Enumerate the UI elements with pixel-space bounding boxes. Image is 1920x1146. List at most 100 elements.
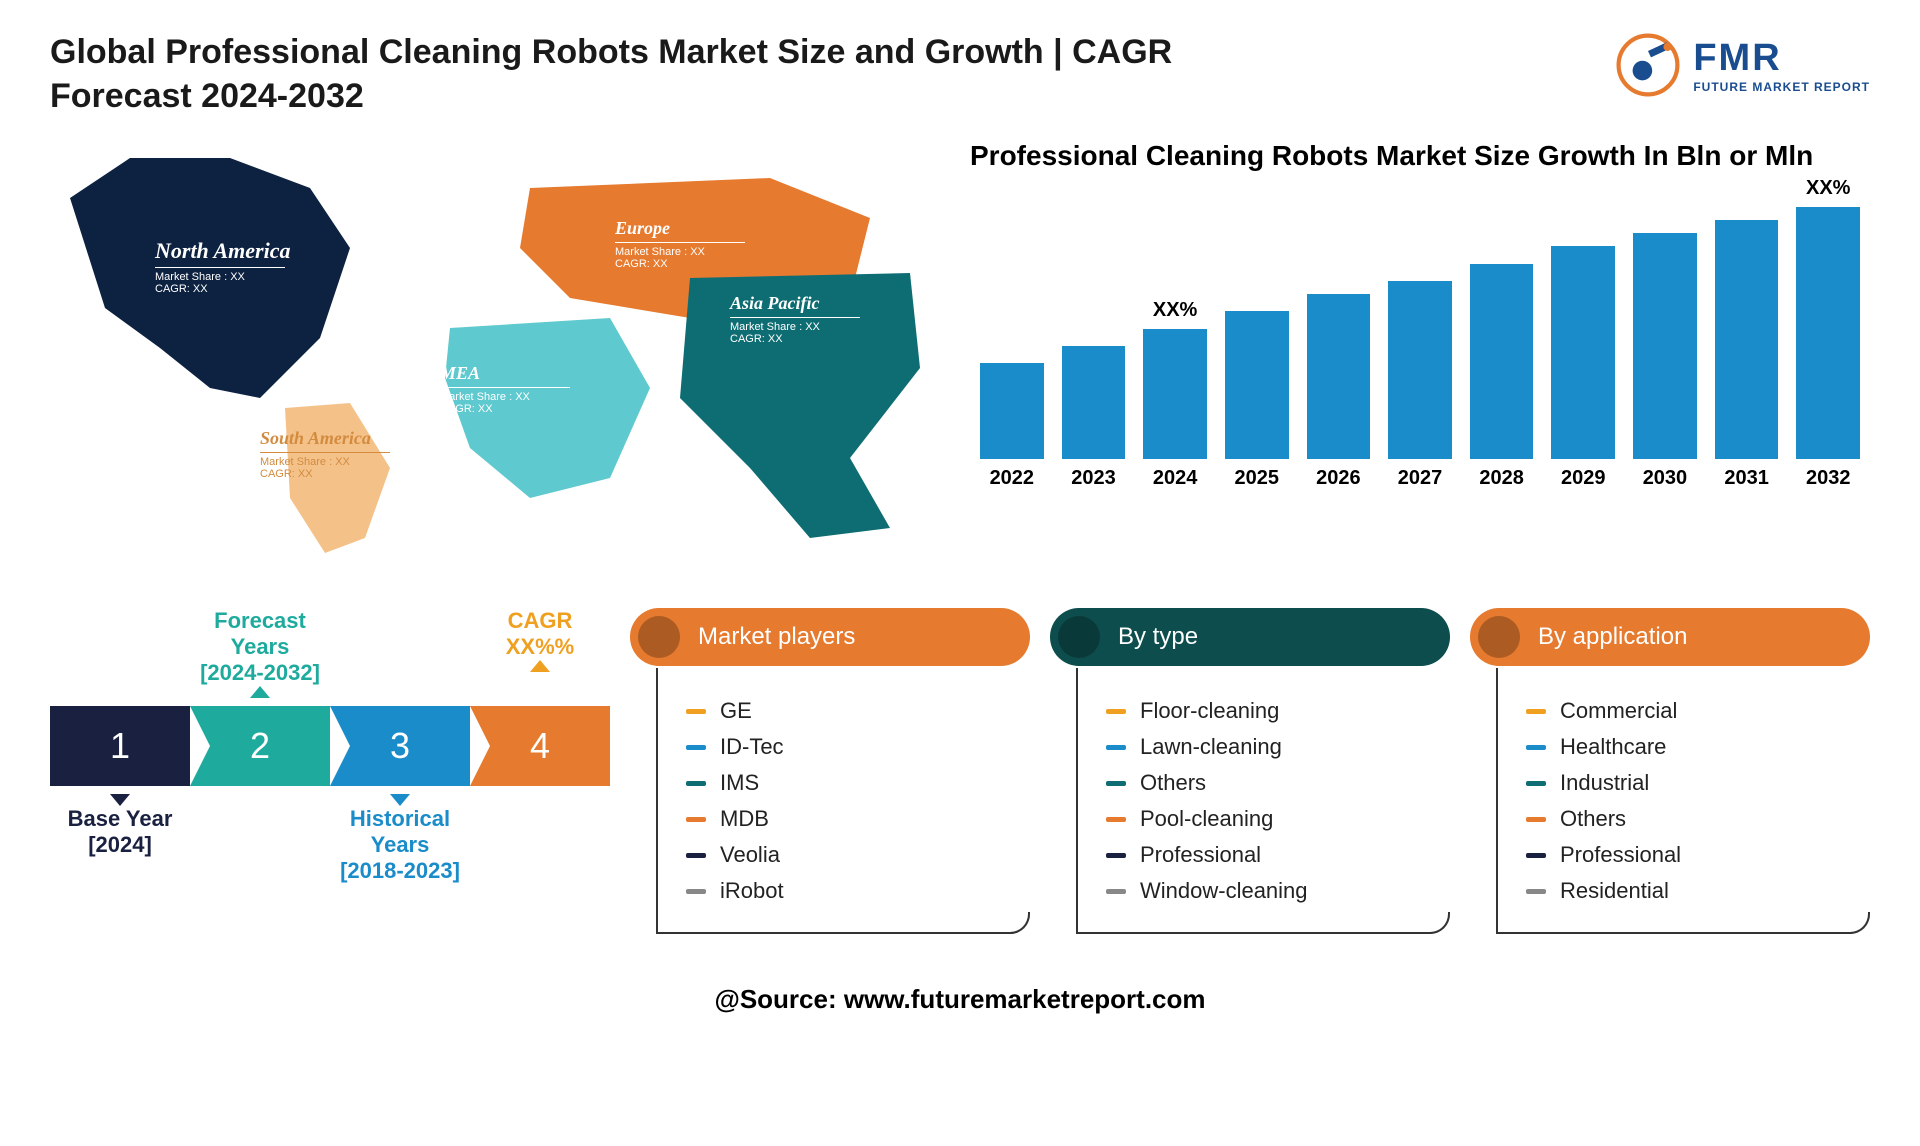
region-share: Market Share : XX	[440, 391, 570, 403]
region-cagr: CAGR: XX	[440, 403, 570, 415]
chart-column: 2031	[1715, 220, 1779, 489]
forecast-label: Forecast Years [2024-2032]	[190, 608, 330, 698]
segment-item: Professional	[1106, 842, 1450, 868]
timeline-top-labels: Forecast Years [2024-2032] CAGR XX%%	[50, 608, 610, 698]
base-range: [2024]	[50, 832, 190, 858]
chart-bar	[1062, 346, 1126, 459]
segment-header: By application	[1470, 608, 1870, 666]
segment-item-text: Others	[1140, 770, 1206, 796]
label-asia-pacific: Asia Pacific Market Share : XX CAGR: XX	[730, 293, 860, 345]
chart-title: Professional Cleaning Robots Market Size…	[970, 138, 1870, 174]
triangle-up-icon	[530, 660, 550, 672]
divider	[155, 267, 285, 268]
segment-item-text: Residential	[1560, 878, 1669, 904]
chart-year-label: 2028	[1479, 467, 1524, 490]
chart-year-label: 2031	[1724, 467, 1769, 490]
chart-bar	[1388, 281, 1452, 459]
dash-icon	[1106, 781, 1126, 786]
segment-item: Pool-cleaning	[1106, 806, 1450, 832]
dash-icon	[1526, 709, 1546, 714]
dash-icon	[1106, 817, 1126, 822]
segment-item-text: Window-cleaning	[1140, 878, 1308, 904]
segment-body: GEID-TecIMSMDBVeoliaiRobot	[656, 668, 1030, 934]
chart-year-label: 2024	[1153, 467, 1198, 490]
chart-year-label: 2025	[1234, 467, 1279, 490]
region-cagr: CAGR: XX	[260, 468, 390, 480]
segment-item: Others	[1526, 806, 1870, 832]
page-title: Global Professional Cleaning Robots Mark…	[50, 30, 1250, 118]
label-mea: MEA Market Share : XX CAGR: XX	[440, 363, 570, 415]
upper-section: North America Market Share : XX CAGR: XX…	[50, 138, 1870, 558]
segment-body: CommercialHealthcareIndustrialOthersProf…	[1496, 668, 1870, 934]
cagr-label: CAGR XX%%	[470, 608, 610, 698]
chart-year-label: 2027	[1398, 467, 1443, 490]
region-share: Market Share : XX	[260, 456, 390, 468]
segment-title: Market players	[698, 623, 855, 651]
segment-body: Floor-cleaning Lawn-cleaning Others Pool-cl…	[1076, 668, 1450, 934]
region-name: South America	[260, 428, 390, 449]
base-title: Base Year	[50, 806, 190, 832]
chart-column: 2029	[1551, 246, 1615, 489]
region-share: Market Share : XX	[730, 321, 860, 333]
region-cagr: CAGR: XX	[615, 258, 745, 270]
cagr-value: XX%%	[506, 634, 574, 659]
chart-bar	[1307, 294, 1371, 459]
chart-column: 2028	[1470, 264, 1534, 490]
segment-title: By application	[1538, 623, 1687, 651]
region-name: Europe	[615, 218, 745, 239]
dash-icon	[1106, 709, 1126, 714]
segment-item: MDB	[686, 806, 1030, 832]
chart-bar	[1551, 246, 1615, 458]
segment-item-text: iRobot	[720, 878, 784, 904]
segment-header: By type	[1050, 608, 1450, 666]
segment-item-text: Professional	[1560, 842, 1681, 868]
historical-range: [2018-2023]	[330, 858, 470, 884]
segment-item-text: GE	[720, 698, 752, 724]
dash-icon	[1106, 889, 1126, 894]
divider	[260, 452, 390, 453]
segment-item: Veolia	[686, 842, 1030, 868]
segment-item: Residential	[1526, 878, 1870, 904]
chart-bar	[1796, 207, 1860, 458]
region-cagr: CAGR: XX	[730, 333, 860, 345]
dash-icon	[686, 745, 706, 750]
segment-item: ID-Tec	[686, 734, 1030, 760]
dash-icon	[1526, 817, 1546, 822]
map-svg	[50, 138, 930, 558]
timeline-seg-4: 4	[470, 706, 610, 786]
chart-column: 2023	[1062, 346, 1126, 490]
divider	[440, 387, 570, 388]
chart-column: 2026	[1307, 294, 1371, 490]
chart-column: 2030	[1633, 233, 1697, 489]
segment-item-text: Industrial	[1560, 770, 1649, 796]
dash-icon	[1526, 889, 1546, 894]
cagr-title: CAGR	[508, 608, 573, 633]
chart-year-label: 2032	[1806, 467, 1851, 490]
segment-item-text: Lawn-cleaning	[1140, 734, 1282, 760]
region-name: North America	[155, 238, 290, 264]
chart-column: XX%2024	[1143, 329, 1207, 490]
lower-section: Forecast Years [2024-2032] CAGR XX%% 1 2…	[50, 608, 1870, 934]
chart-bar	[980, 363, 1044, 458]
chart-year-label: 2030	[1643, 467, 1688, 490]
chart-year-label: 2023	[1071, 467, 1116, 490]
divider	[615, 242, 745, 243]
segment-item: Others	[1106, 770, 1450, 796]
segment-item: iRobot	[686, 878, 1030, 904]
brand-logo: FMR FUTURE MARKET REPORT	[1613, 30, 1870, 100]
region-share: Market Share : XX	[615, 246, 745, 258]
dash-icon	[1526, 745, 1546, 750]
dash-icon	[686, 889, 706, 894]
chart-bar	[1470, 264, 1534, 459]
historical-label: Historical Years [2018-2023]	[330, 794, 470, 884]
chart-bar	[1715, 220, 1779, 458]
dash-icon	[686, 781, 706, 786]
segment-item-text: Floor-cleaning	[1140, 698, 1279, 724]
triangle-down-icon	[390, 794, 410, 806]
historical-title: Historical Years	[330, 806, 470, 858]
label-south-america: South America Market Share : XX CAGR: XX	[260, 428, 390, 480]
segment-item-text: Healthcare	[1560, 734, 1666, 760]
label-europe: Europe Market Share : XX CAGR: XX	[615, 218, 745, 270]
chart-column: 2025	[1225, 311, 1289, 489]
chart-year-label: 2022	[990, 467, 1035, 490]
